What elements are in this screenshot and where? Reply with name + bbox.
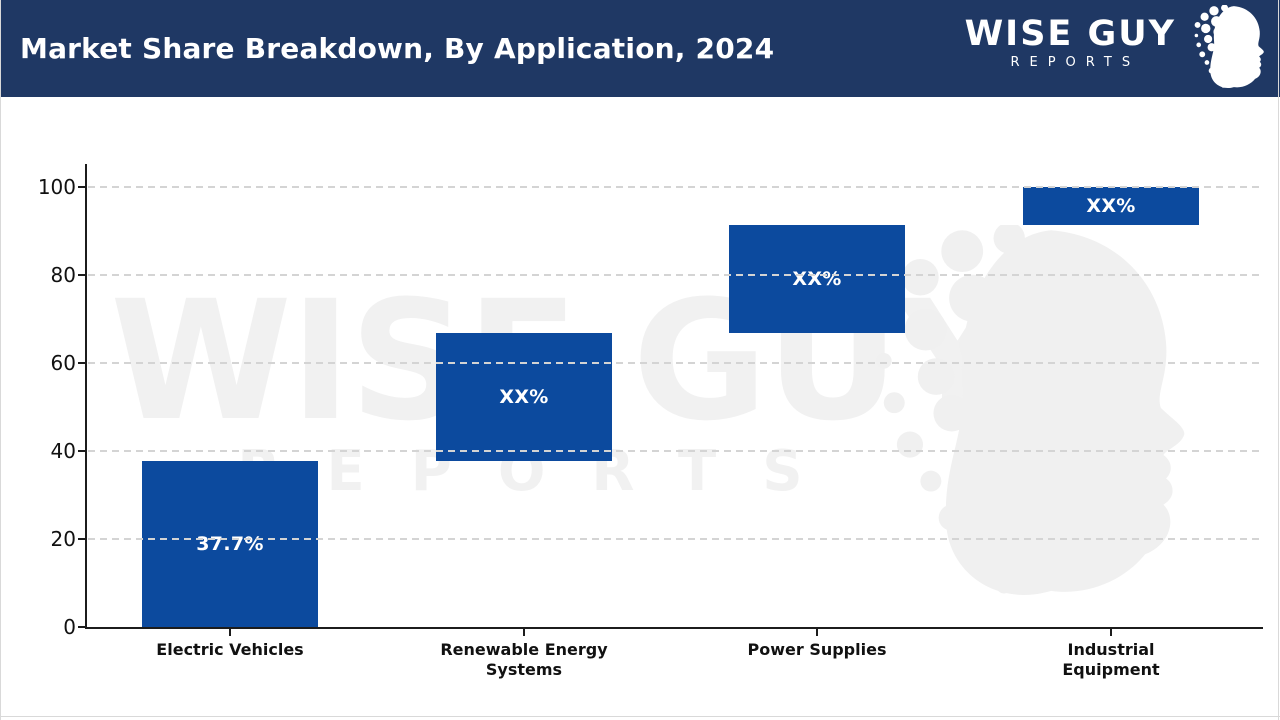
y-tick-label: 40 [50, 439, 76, 463]
x-axis-tick [1110, 629, 1112, 636]
brand-subname: REPORTS [1010, 55, 1141, 70]
bar-value-label: 37.7% [196, 533, 264, 556]
x-axis-tick [523, 629, 525, 636]
bar-value-label: XX% [792, 267, 842, 290]
y-axis-tick [78, 362, 85, 364]
wiseguy-face-icon [1194, 5, 1264, 89]
brand-logo: WISE GUY REPORTS [965, 14, 1176, 72]
gridline [88, 450, 1262, 452]
x-axis-tick [229, 629, 231, 636]
x-category-label-line: Power Supplies [747, 640, 887, 659]
y-axis-tick [78, 450, 85, 452]
x-axis-tick [816, 629, 818, 636]
x-category-label-line: Industrial [1067, 640, 1155, 659]
x-category-label: Renewable Energy Systems [374, 640, 674, 680]
y-axis-tick [78, 186, 85, 188]
x-category-label-line: Electric Vehicles [156, 640, 304, 659]
gridline [88, 538, 1262, 540]
x-category-label-line: Equipment [1062, 660, 1160, 679]
y-tick-label: 0 [63, 615, 76, 639]
gridline [88, 362, 1262, 364]
y-axis-tick [78, 274, 85, 276]
x-axis-spine [85, 627, 1263, 629]
y-tick-label: 80 [50, 263, 76, 287]
bar-segment: XX% [436, 333, 612, 462]
y-axis-tick [78, 538, 85, 540]
page-title: Market Share Breakdown, By Application, … [20, 32, 775, 65]
y-axis-tick [78, 626, 85, 628]
x-category-label: Electric Vehicles [80, 640, 380, 660]
x-category-label-line: Renewable Energy [440, 640, 608, 659]
y-tick-label: 60 [50, 351, 76, 375]
bar-segment: 37.7% [142, 461, 318, 627]
bar-segment: XX% [729, 224, 905, 334]
gridline [88, 186, 1262, 188]
bar-value-label: XX% [499, 386, 549, 409]
y-tick-label: 100 [37, 175, 76, 199]
x-category-label: Power Supplies [667, 640, 967, 660]
x-category-label-line: Systems [485, 660, 563, 679]
brand-name: WISE GUY [964, 14, 1176, 54]
y-axis-spine [85, 164, 87, 629]
bar-segment: XX% [1023, 187, 1199, 225]
x-category-label: Industrial Equipment [961, 640, 1261, 680]
gridline [88, 274, 1262, 276]
bar-value-label: XX% [1086, 194, 1136, 217]
header-bar: Market Share Breakdown, By Application, … [0, 0, 1280, 97]
y-tick-label: 20 [50, 527, 76, 551]
